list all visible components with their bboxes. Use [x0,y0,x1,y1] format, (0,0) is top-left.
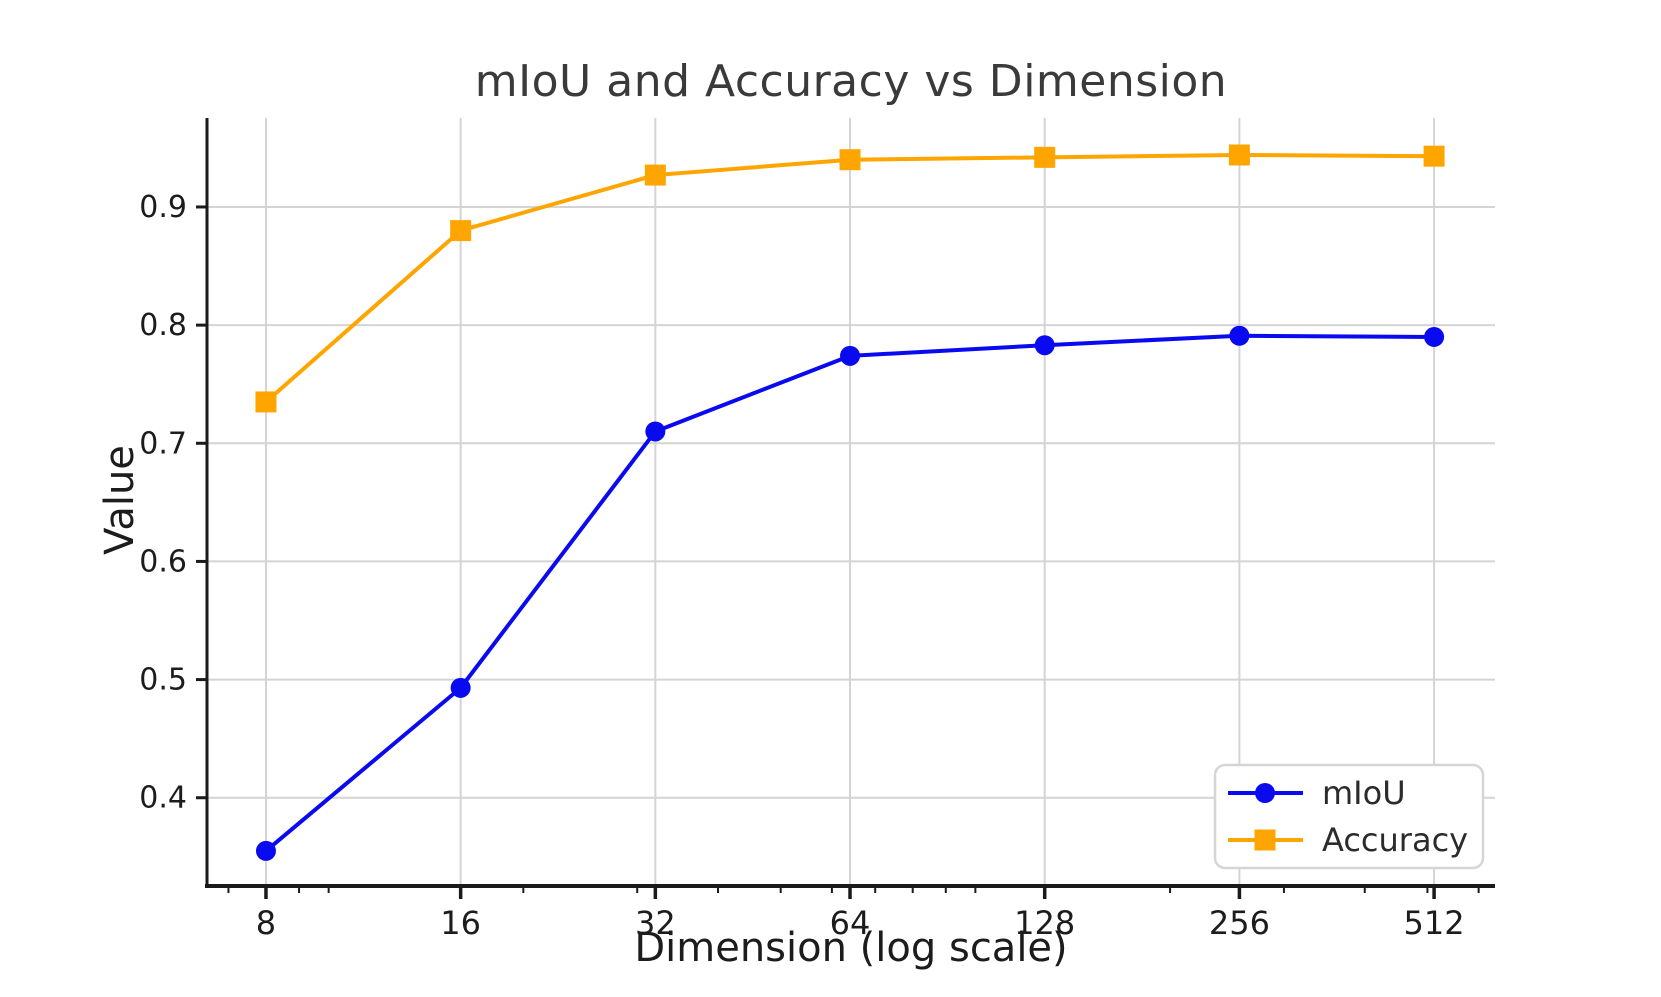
legend-box [1213,763,1485,870]
x-tick-label: 512 [1404,904,1465,942]
y-axis-label: Value [97,445,143,555]
data-point-mIoU [1034,335,1055,356]
data-point-mIoU [1229,325,1250,346]
x-tick-label: 256 [1209,904,1270,942]
x-axis-label: Dimension (log scale) [634,925,1068,971]
data-point-Accuracy [1034,146,1056,168]
legend-marker-Accuracy [1254,829,1276,851]
y-tick-label: 0.9 [139,190,187,225]
data-point-mIoU [1424,326,1445,347]
y-tick-label: 0.7 [139,426,187,461]
data-point-Accuracy [1423,145,1445,167]
data-point-Accuracy [839,149,861,171]
y-tick-label: 0.4 [139,781,187,816]
data-point-mIoU [255,840,276,861]
data-point-mIoU [645,421,666,442]
data-point-Accuracy [255,391,277,413]
data-point-mIoU [450,677,471,698]
legend-marker-mIoU [1255,783,1275,803]
x-tick-label: 16 [440,904,481,942]
data-point-Accuracy [644,164,666,186]
y-tick-label: 0.5 [139,663,187,698]
data-point-Accuracy [450,220,472,242]
legend-label-mIoU: mIoU [1322,774,1406,812]
y-tick-label: 0.8 [139,308,187,343]
x-tick-label: 128 [1014,904,1075,942]
x-tick-label: 32 [635,904,676,942]
legend-label-Accuracy: Accuracy [1322,821,1468,859]
y-tick-label: 0.6 [139,544,187,579]
data-point-mIoU [840,345,861,366]
data-point-Accuracy [1228,144,1250,166]
x-tick-label: 8 [256,904,276,942]
x-tick-label: 64 [830,904,871,942]
chart-title: mIoU and Accuracy vs Dimension [474,56,1228,107]
